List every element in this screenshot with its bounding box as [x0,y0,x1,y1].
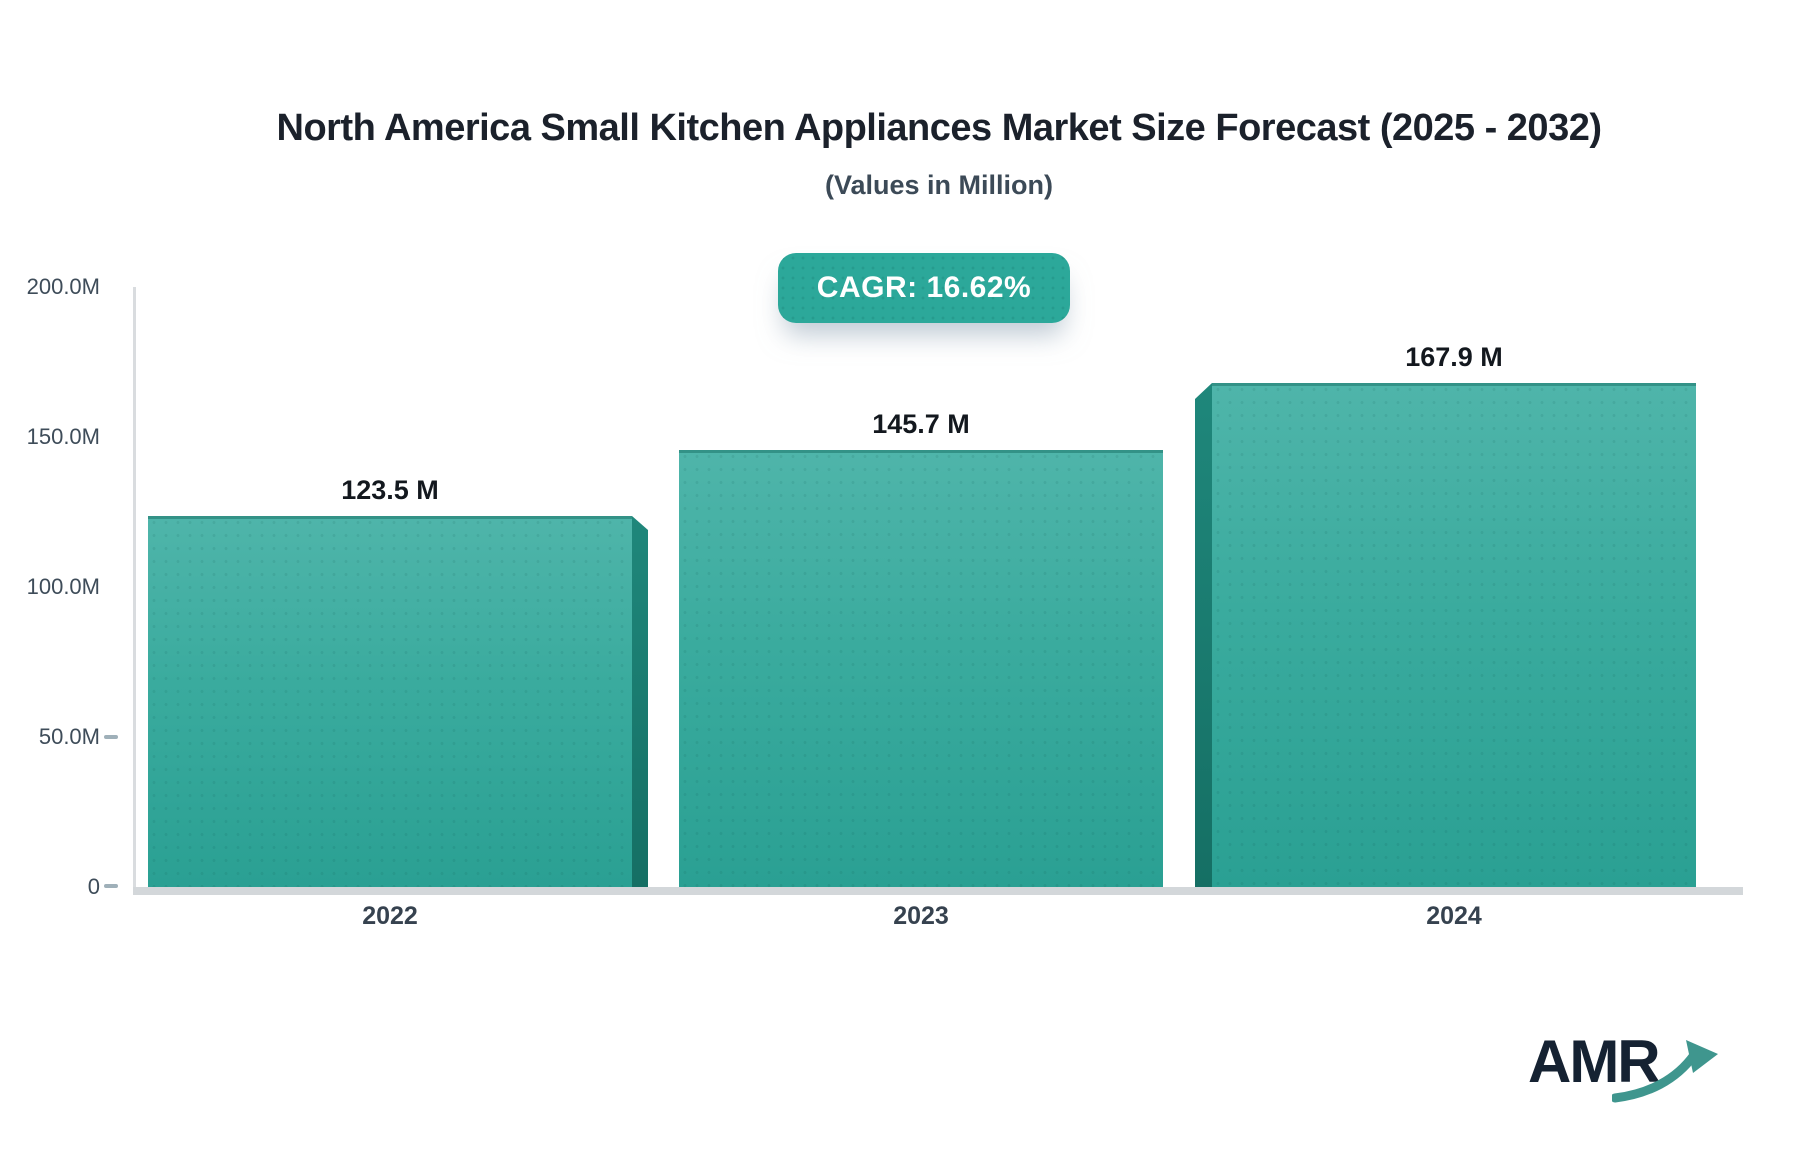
bar-2024: 167.9 M [1195,342,1696,887]
y-tick-label-0: 0 [87,874,100,899]
growth-arrow-icon [1612,1040,1718,1103]
x-axis-line [133,887,1743,895]
bar-face [1212,383,1696,887]
bar-face [679,450,1163,887]
x-category-label-2023: 2023 [893,902,949,930]
y-tick-mark-50 [104,735,118,739]
x-category-label-2022: 2022 [362,902,418,930]
bar-face [148,516,632,887]
amr-logo: AMR [1528,1030,1728,1114]
y-tick-label-150: 150.0M [26,424,100,449]
cagr-badge-label: CAGR: 16.62% [816,271,1032,304]
y-axis-line [133,287,136,895]
bar-2023: 145.7 M [679,409,1163,887]
y-tick-label-100: 100.0M [26,574,100,599]
x-category-label-2024: 2024 [1426,902,1482,930]
bar-side-face [632,516,648,887]
bar-value-label: 167.9 M [1405,342,1503,372]
amr-logo-text: AMR [1528,1028,1661,1095]
y-tick-label-50: 50.0M [38,724,100,749]
bar-value-label: 145.7 M [872,409,970,439]
y-tick-mark-0 [104,884,118,888]
y-tick-label-200: 200.0M [26,274,100,299]
chart-subtitle: (Values in Million) [824,170,1054,200]
cagr-badge: CAGR: 16.62% [778,253,1070,323]
bar-side-face [1195,383,1212,887]
bar-2022: 123.5 M [148,475,648,887]
bar-value-label: 123.5 M [341,475,439,505]
chart-title: North America Small Kitchen Appliances M… [276,107,1602,149]
